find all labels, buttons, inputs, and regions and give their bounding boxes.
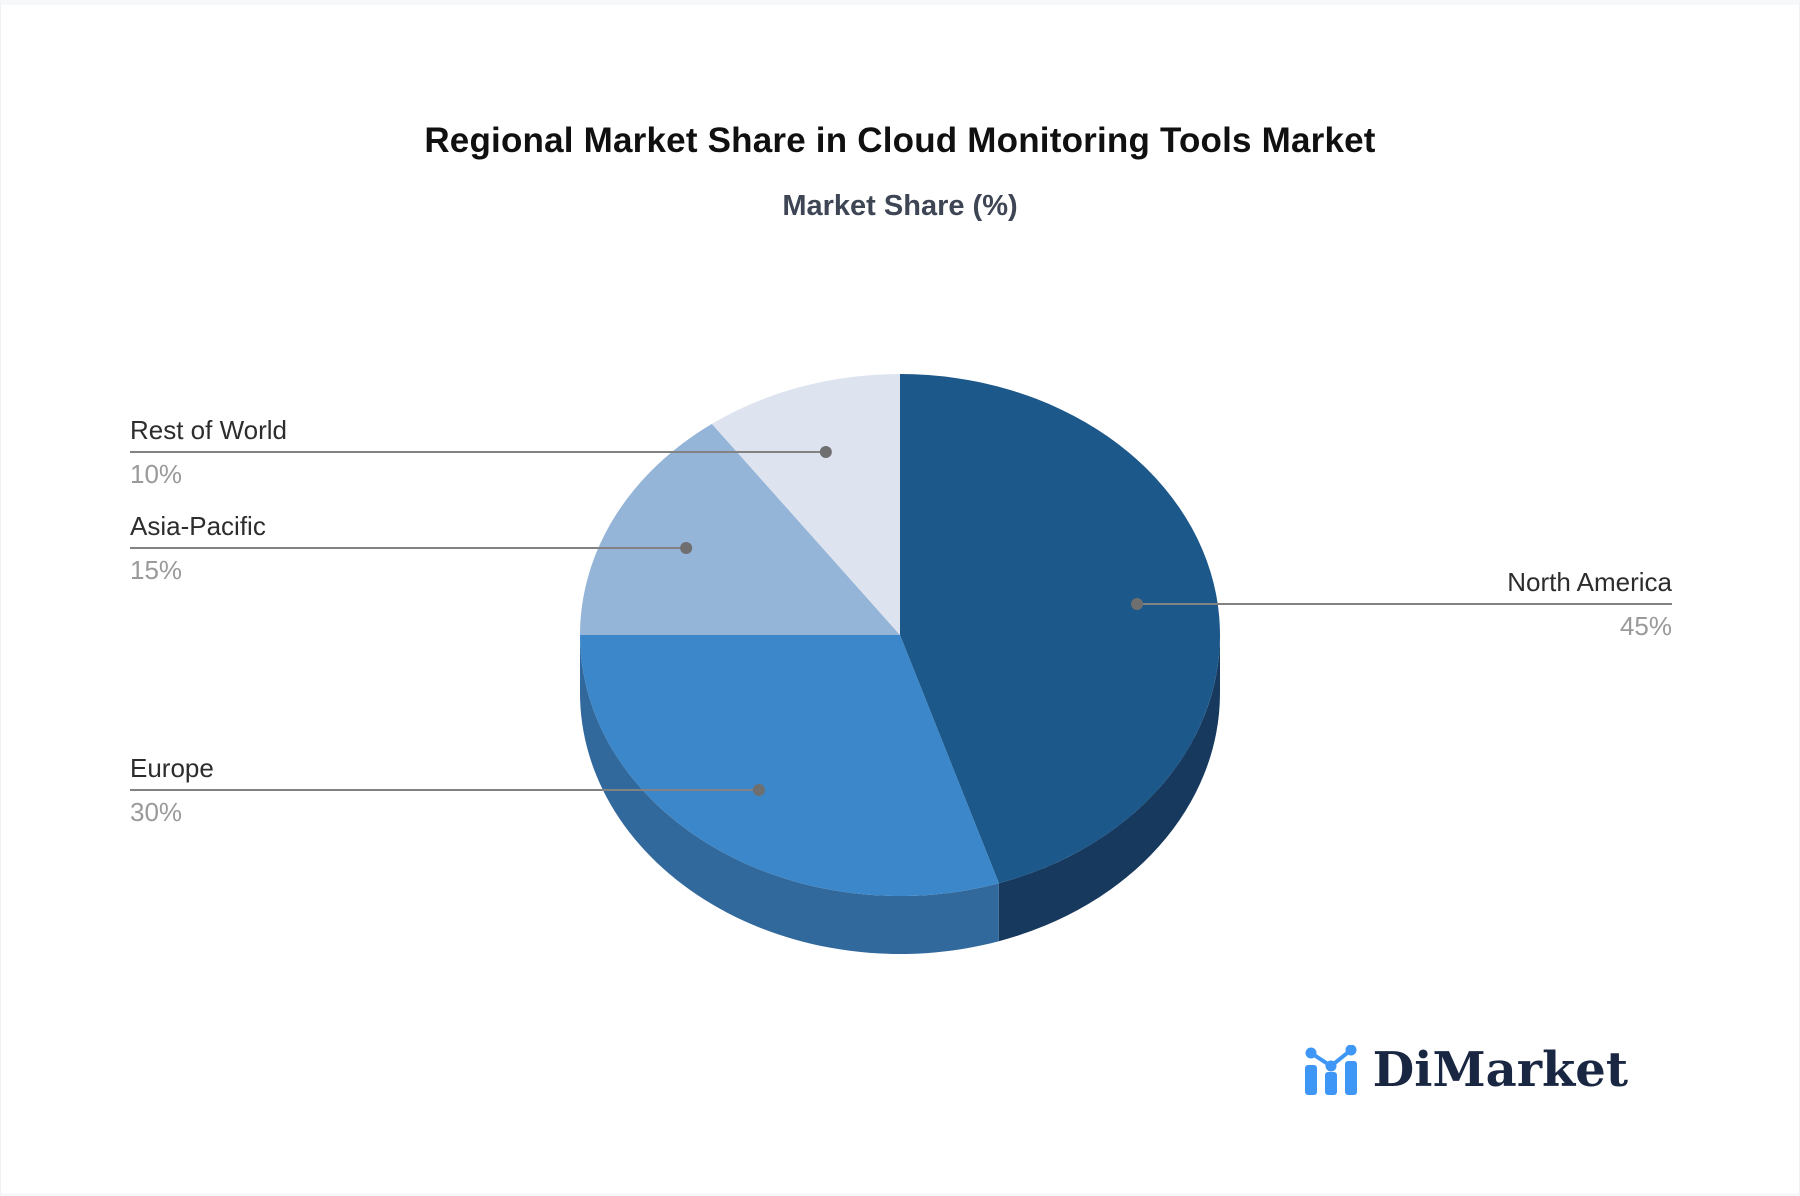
slice-value: 45% [1619,611,1672,641]
slice-label: North America [1507,567,1672,597]
callout-europe: Europe 30% [130,750,690,830]
slice-label: Asia-Pacific [130,511,266,541]
slice-value: 10% [130,459,183,489]
callout-asia-pacific: Asia-Pacific 15% [130,508,690,588]
chart-subtitle: Market Share (%) [782,190,1018,222]
brand-name: DiMarket [1372,1042,1628,1098]
bar-line-chart-icon [1304,1045,1357,1095]
pie-slice-north-america[interactable] [900,374,1220,884]
pie-slice-side [998,635,1220,942]
slice-value: 15% [130,555,183,585]
pie-slice-europe[interactable] [580,635,999,896]
leader-dot [752,784,765,796]
callout-north-america: North America 45% [1112,564,1672,644]
pie-slice-side [580,635,999,954]
pie-slice-asia-pacific[interactable] [580,423,900,635]
slice-value: 30% [130,797,183,827]
callout-rest-of-world: Rest of World 10% [130,412,690,492]
leader-dot [680,542,693,554]
slice-label: Europe [130,753,214,783]
leader-dot [819,446,832,458]
slice-label: Rest of World [130,415,288,445]
brand-logo: DiMarket [1304,1042,1628,1098]
pie-slice-rest-of-world[interactable] [711,374,900,635]
chart-title: Regional Market Share in Cloud Monitorin… [424,121,1376,160]
leader-dot [1131,598,1144,610]
